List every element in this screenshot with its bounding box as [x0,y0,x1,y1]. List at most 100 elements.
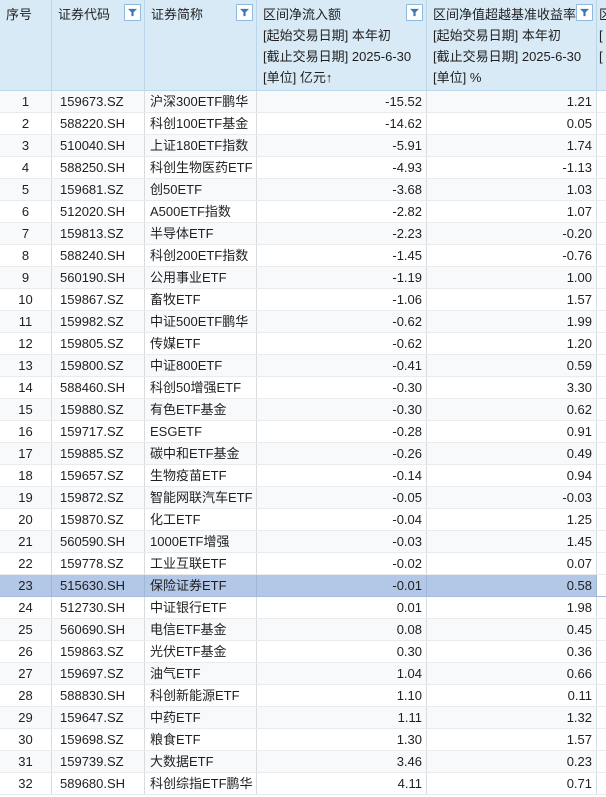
cell-index: 11 [0,311,52,332]
cell-excess-return: 1.07 [427,201,597,222]
cell-excess-return: 0.23 [427,751,597,772]
table-row[interactable]: 9 560190.SH 公用事业ETF -1.19 1.00 [0,267,606,289]
filter-icon[interactable] [576,4,593,21]
cell-excess-return: 3.30 [427,377,597,398]
table-row[interactable]: 2 588220.SH 科创100ETF基金 -14.62 0.05 [0,113,606,135]
cell-net-inflow: 1.30 [257,729,427,750]
cell-index: 19 [0,487,52,508]
cell-code: 510040.SH [52,135,145,156]
cell-index: 17 [0,443,52,464]
partial-col-line3: [ [599,49,603,64]
table-row[interactable]: 3 510040.SH 上证180ETF指数 -5.91 1.74 [0,135,606,157]
cell-name: 大数据ETF [145,751,257,772]
cell-net-inflow: -5.91 [257,135,427,156]
cell-excess-return: -0.20 [427,223,597,244]
table-row[interactable]: 27 159697.SZ 油气ETF 1.04 0.66 [0,663,606,685]
table-row[interactable]: 4 588250.SH 科创生物医药ETF -4.93 -1.13 [0,157,606,179]
table-row[interactable]: 28 588830.SH 科创新能源ETF 1.10 0.11 [0,685,606,707]
cell-partial [597,113,606,134]
cell-excess-return: 0.49 [427,443,597,464]
table-row[interactable]: 19 159872.SZ 智能网联汽车ETF -0.05 -0.03 [0,487,606,509]
cell-excess-return: 1.25 [427,509,597,530]
table-row[interactable]: 13 159800.SZ 中证800ETF -0.41 0.59 [0,355,606,377]
cell-code: 159698.SZ [52,729,145,750]
cell-code: 159867.SZ [52,289,145,310]
cell-partial [597,135,606,156]
cell-code: 159657.SZ [52,465,145,486]
cell-index: 5 [0,179,52,200]
cell-name: 粮食ETF [145,729,257,750]
cell-partial [597,333,606,354]
table-row[interactable]: 17 159885.SZ 碳中和ETF基金 -0.26 0.49 [0,443,606,465]
net-inflow-end-date: [截止交易日期] 2025-6-30 [263,49,412,64]
table-row[interactable]: 30 159698.SZ 粮食ETF 1.30 1.57 [0,729,606,751]
cell-partial [597,685,606,706]
cell-excess-return: 0.07 [427,553,597,574]
table-row[interactable]: 12 159805.SZ 传媒ETF -0.62 1.20 [0,333,606,355]
cell-net-inflow: -0.01 [257,575,427,596]
table-row[interactable]: 22 159778.SZ 工业互联ETF -0.02 0.07 [0,553,606,575]
col-header-index-label: 序号 [6,7,33,22]
cell-excess-return: 1.74 [427,135,597,156]
table-row[interactable]: 10 159867.SZ 畜牧ETF -1.06 1.57 [0,289,606,311]
cell-excess-return: 0.36 [427,641,597,662]
cell-net-inflow: -0.14 [257,465,427,486]
col-header-name-label: 证券简称 [151,7,204,22]
cell-partial [597,157,606,178]
table-row[interactable]: 1 159673.SZ 沪深300ETF鹏华 -15.52 1.21 [0,91,606,113]
cell-partial [597,377,606,398]
col-header-name: 证券简称 [145,0,257,90]
col-header-net-inflow-label: 区间净流入额 [263,7,342,22]
table-row[interactable]: 20 159870.SZ 化工ETF -0.04 1.25 [0,509,606,531]
cell-code: 588240.SH [52,245,145,266]
table-row[interactable]: 6 512020.SH A500ETF指数 -2.82 1.07 [0,201,606,223]
table-row[interactable]: 16 159717.SZ ESGETF -0.28 0.91 [0,421,606,443]
table-row[interactable]: 26 159863.SZ 光伏ETF基金 0.30 0.36 [0,641,606,663]
cell-index: 31 [0,751,52,772]
cell-code: 159805.SZ [52,333,145,354]
filter-icon[interactable] [406,4,423,21]
cell-net-inflow: -2.23 [257,223,427,244]
cell-name: 1000ETF增强 [145,531,257,552]
table-row[interactable]: 18 159657.SZ 生物疫苗ETF -0.14 0.94 [0,465,606,487]
cell-code: 588220.SH [52,113,145,134]
cell-index: 3 [0,135,52,156]
table-row[interactable]: 21 560590.SH 1000ETF增强 -0.03 1.45 [0,531,606,553]
table-row[interactable]: 8 588240.SH 科创200ETF指数 -1.45 -0.76 [0,245,606,267]
table-row[interactable]: 31 159739.SZ 大数据ETF 3.46 0.23 [0,751,606,773]
cell-net-inflow: -0.05 [257,487,427,508]
cell-name: 沪深300ETF鹏华 [145,91,257,112]
cell-excess-return: 1.57 [427,289,597,310]
table-row[interactable]: 32 589680.SH 科创综指ETF鹏华 4.11 0.71 [0,773,606,795]
cell-name: 化工ETF [145,509,257,530]
table-row[interactable]: 11 159982.SZ 中证500ETF鹏华 -0.62 1.99 [0,311,606,333]
cell-index: 14 [0,377,52,398]
cell-name: 智能网联汽车ETF [145,487,257,508]
table-row[interactable]: 7 159813.SZ 半导体ETF -2.23 -0.20 [0,223,606,245]
filter-icon[interactable] [236,4,253,21]
cell-name: 碳中和ETF基金 [145,443,257,464]
table-row[interactable]: 14 588460.SH 科创50增强ETF -0.30 3.30 [0,377,606,399]
cell-index: 9 [0,267,52,288]
cell-name: ESGETF [145,421,257,442]
table-row[interactable]: 29 159647.SZ 中药ETF 1.11 1.32 [0,707,606,729]
cell-name: 创50ETF [145,179,257,200]
table-row[interactable]: 23 515630.SH 保险证券ETF -0.01 0.58 [0,575,606,597]
table-row[interactable]: 15 159880.SZ 有色ETF基金 -0.30 0.62 [0,399,606,421]
col-header-partial-clipped: 区 [ [ [597,0,606,90]
cell-partial [597,663,606,684]
cell-index: 16 [0,421,52,442]
cell-partial [597,201,606,222]
cell-code: 159880.SZ [52,399,145,420]
cell-code: 159885.SZ [52,443,145,464]
table-row[interactable]: 5 159681.SZ 创50ETF -3.68 1.03 [0,179,606,201]
filter-icon[interactable] [124,4,141,21]
cell-net-inflow: -1.06 [257,289,427,310]
table-row[interactable]: 25 560690.SH 电信ETF基金 0.08 0.45 [0,619,606,641]
cell-excess-return: 0.71 [427,773,597,794]
cell-index: 12 [0,333,52,354]
cell-index: 18 [0,465,52,486]
table-row[interactable]: 24 512730.SH 中证银行ETF 0.01 1.98 [0,597,606,619]
cell-partial [597,553,606,574]
cell-partial [597,619,606,640]
